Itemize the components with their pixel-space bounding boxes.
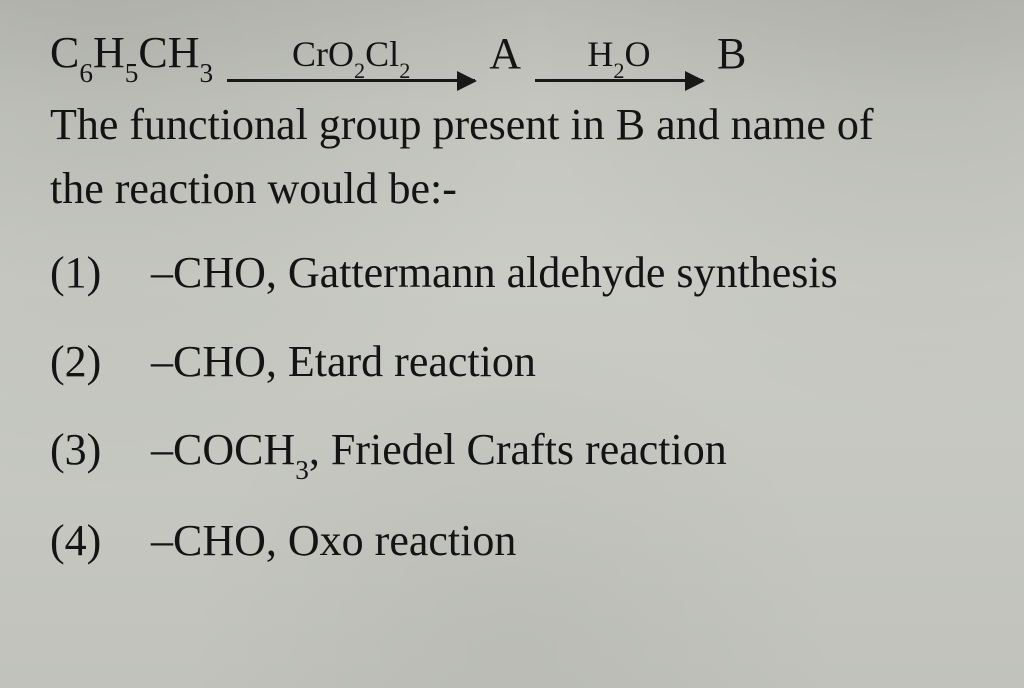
product-B: B [717, 21, 746, 87]
option-3-pre: –COCH [151, 425, 295, 474]
option-1-text: –CHO, Gattermann aldehyde synthesis [151, 248, 838, 297]
reactant-CH: CH [138, 28, 199, 77]
arrow-2-label: H2O [587, 27, 650, 84]
reactant-formula: C6H5CH3 [50, 20, 213, 89]
option-2-text: –CHO, Etard reaction [151, 337, 536, 386]
reaction-scheme: C6H5CH3 CrO2Cl2 A H2O B [50, 20, 984, 89]
option-4-text: –CHO, Oxo reaction [151, 516, 516, 565]
reactant-sub3: 3 [200, 58, 214, 88]
arrow2-O: O [625, 34, 651, 74]
option-3-num: (3) [50, 415, 140, 485]
arrow-2-line [535, 79, 703, 82]
arrow2-H: H [587, 34, 613, 74]
arrow1-Cl: Cl [365, 34, 399, 74]
question-text: The functional group present in B and na… [50, 93, 984, 221]
option-1-num: (1) [50, 238, 140, 308]
question-page: C6H5CH3 CrO2Cl2 A H2O B The functional g… [0, 0, 1024, 688]
option-3[interactable]: (3) –COCH3, Friedel Crafts reaction [50, 415, 984, 487]
option-4-num: (4) [50, 506, 140, 576]
reactant-C: C [50, 28, 79, 77]
arrow-1-label: CrO2Cl2 [292, 27, 410, 84]
intermediate-A: A [489, 21, 521, 87]
option-2[interactable]: (2) –CHO, Etard reaction [50, 327, 984, 397]
arrow-1: CrO2Cl2 [227, 27, 475, 83]
option-3-text: –COCH3, Friedel Crafts reaction [151, 425, 727, 474]
option-3-post: , Friedel Crafts reaction [309, 425, 727, 474]
arrow-2: H2O [535, 27, 703, 83]
question-line-2: the reaction would be:- [50, 164, 457, 213]
question-line-1: The functional group present in B and na… [50, 100, 874, 149]
reactant-H: H [93, 28, 125, 77]
reactant-sub6: 6 [79, 58, 93, 88]
option-3-sub: 3 [295, 455, 309, 485]
arrow1-CrO: CrO [292, 34, 354, 74]
option-1[interactable]: (1) –CHO, Gattermann aldehyde synthesis [50, 238, 984, 308]
arrow-1-line [227, 79, 475, 82]
options-list: (1) –CHO, Gattermann aldehyde synthesis … [50, 238, 984, 576]
option-2-num: (2) [50, 327, 140, 397]
reactant-sub5: 5 [125, 58, 139, 88]
option-4[interactable]: (4) –CHO, Oxo reaction [50, 506, 984, 576]
